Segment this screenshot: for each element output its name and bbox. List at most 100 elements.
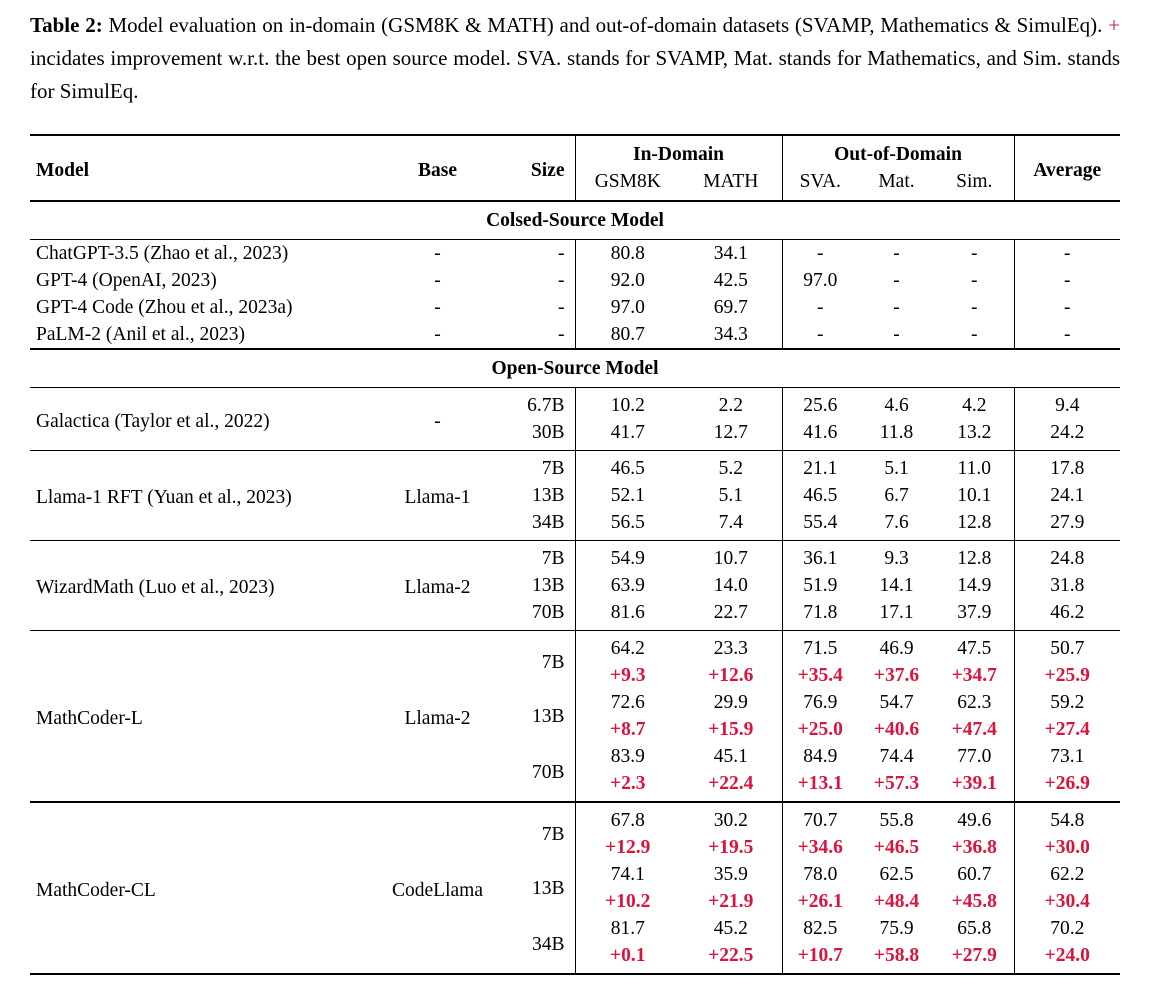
score-cell: 36.1: [781, 540, 858, 572]
score-cell: -: [893, 243, 900, 264]
improvement-cell: +45.8: [951, 891, 997, 912]
column-group-out-of-domain: Out-of-Domain: [781, 135, 1015, 168]
table-row: 13B 74.1 35.9 78.0 62.5 60.7 62.2: [30, 861, 1121, 899]
score-cell: 11.8: [879, 422, 914, 443]
score-cell: 82.5: [781, 915, 858, 942]
score-cell: 35.9: [713, 864, 748, 885]
score-cell: -: [781, 321, 858, 349]
paper-page: Table 2: Model evaluation on in-domain (…: [30, 9, 1121, 975]
column-header-average: Average: [1013, 135, 1121, 201]
score-cell: 54.7: [879, 692, 914, 713]
size-cell: -: [558, 243, 565, 264]
table-row: PaLM-2 (Anil et al., 2023) - -80.7 34.3- - - -: [30, 321, 1121, 349]
score-cell: 81.6: [574, 599, 680, 631]
score-cell: 14.0: [713, 575, 748, 596]
score-cell: -: [971, 297, 978, 318]
score-cell: 30.2: [680, 801, 782, 834]
score-cell: 41.6: [781, 419, 858, 451]
score-cell: 2.2: [718, 395, 743, 416]
score-cell: 63.9: [574, 572, 680, 599]
score-cell: 24.8: [1013, 540, 1121, 572]
score-cell: 37.9: [957, 602, 992, 623]
score-cell: 64.2: [574, 630, 680, 662]
improvement-cell: +10.7: [781, 942, 858, 974]
score-cell: 70.7: [781, 801, 858, 834]
score-cell: 62.5: [879, 864, 914, 885]
score-cell: 34.1: [713, 243, 748, 264]
size-cell: 34B: [531, 933, 565, 955]
score-cell: 31.8: [1013, 572, 1121, 599]
score-cell: 54.8: [1013, 801, 1121, 834]
size-cell: 7B: [495, 801, 575, 861]
base-cell: -: [434, 324, 441, 345]
score-cell: 47.5: [935, 630, 1015, 662]
table-row: Galactica (Taylor et al., 2022) - 6.7B 10.2…: [30, 387, 1121, 432]
score-cell: 10.2: [574, 387, 680, 419]
column-header-gsm8k: GSM8K: [574, 168, 680, 201]
size-cell: -: [558, 297, 565, 318]
score-cell: 54.9: [574, 540, 680, 572]
table-row: 13B 52.1 5.1 46.5 6.7 10.1 24.1: [30, 482, 1121, 509]
score-cell: 71.8: [781, 599, 858, 631]
score-cell: -: [781, 294, 858, 321]
base-cell: Llama-1: [380, 450, 495, 541]
improvement-cell: +12.6: [708, 665, 754, 686]
improvement-row: +2.3 +22.4 +13.1 +57.3 +39.1 +26.9: [30, 770, 1121, 802]
model-cell: Galactica (Taylor et al., 2022): [36, 410, 270, 432]
score-cell: 25.6: [781, 387, 858, 419]
improvement-cell: +46.5: [873, 837, 920, 858]
improvement-cell: +34.6: [781, 834, 858, 861]
table-row: 70B 81.6 22.7 71.8 17.1 37.9 46.2: [30, 599, 1121, 631]
score-cell: -: [971, 270, 978, 291]
score-cell: 65.8: [957, 918, 992, 939]
table-row: ChatGPT-3.5 (Zhao et al., 2023) - -80.8 34.…: [30, 239, 1121, 267]
caption-text-2: incidates improvement w.r.t. the best op…: [30, 46, 1120, 103]
score-cell: 34.3: [713, 324, 748, 345]
column-group-in-domain: In-Domain: [574, 135, 782, 168]
improvement-cell: +12.9: [574, 834, 680, 861]
score-cell: 60.7: [957, 864, 992, 885]
table-row: 13B 63.9 14.0 51.9 14.1 14.9 31.8: [30, 572, 1121, 599]
score-cell: 80.7: [574, 321, 680, 349]
size-cell: 7B: [495, 540, 575, 572]
size-cell: 13B: [531, 575, 565, 596]
caption-label: Table 2:: [30, 13, 103, 37]
score-cell: 23.3: [680, 630, 782, 662]
improvement-row: +0.1 +22.5 +10.7 +58.8 +27.9 +24.0: [30, 942, 1121, 974]
score-cell: 77.0: [957, 746, 992, 767]
improvement-cell: +19.5: [708, 837, 754, 858]
score-cell: 29.9: [713, 692, 748, 713]
column-header-simuleq: Sim.: [956, 171, 993, 192]
score-cell: -: [971, 324, 978, 345]
model-cell: MathCoder-L: [30, 630, 380, 802]
base-cell: Llama-2: [380, 540, 495, 631]
size-cell: 70B: [531, 761, 565, 783]
table-caption: Table 2: Model evaluation on in-domain (…: [30, 9, 1120, 108]
size-cell: -: [558, 270, 565, 291]
score-cell: 4.6: [884, 395, 909, 416]
model-cell: GPT-4 (OpenAI, 2023): [36, 270, 217, 291]
score-cell: 56.5: [574, 509, 680, 541]
score-cell: 52.1: [574, 482, 680, 509]
base-cell: Llama-2: [380, 630, 495, 802]
score-cell: 71.5: [781, 630, 858, 662]
score-cell: 62.2: [1013, 861, 1121, 888]
score-cell: 17.8: [1013, 450, 1121, 482]
score-cell: 73.1: [1013, 743, 1121, 770]
improvement-cell: +15.9: [708, 719, 754, 740]
score-cell: -: [893, 297, 900, 318]
score-cell: 6.7: [884, 485, 909, 506]
model-cell: WizardMath (Luo et al., 2023): [30, 540, 380, 631]
table-row: GPT-4 (OpenAI, 2023) - -92.0 42.5 97.0- - -: [30, 267, 1121, 294]
table-row: MathCoder-CL CodeLlama 7B 67.8 30.2 70.7 55.8 4…: [30, 801, 1121, 974]
table-row: 13B 72.6 29.9 76.9 54.7 62.3 59.2: [30, 689, 1121, 727]
score-cell: -: [781, 239, 858, 267]
improvement-cell: +0.1: [574, 942, 680, 974]
improvement-cell: +22.5: [708, 945, 754, 966]
score-cell: -: [893, 270, 900, 291]
score-cell: 14.9: [957, 575, 992, 596]
base-cell: -: [434, 243, 441, 264]
model-cell: Llama-1 RFT (Yuan et al., 2023): [30, 450, 380, 541]
improvement-cell: +27.9: [951, 945, 997, 966]
caption-text-1: Model evaluation on in-domain (GSM8K & M…: [108, 13, 1103, 37]
